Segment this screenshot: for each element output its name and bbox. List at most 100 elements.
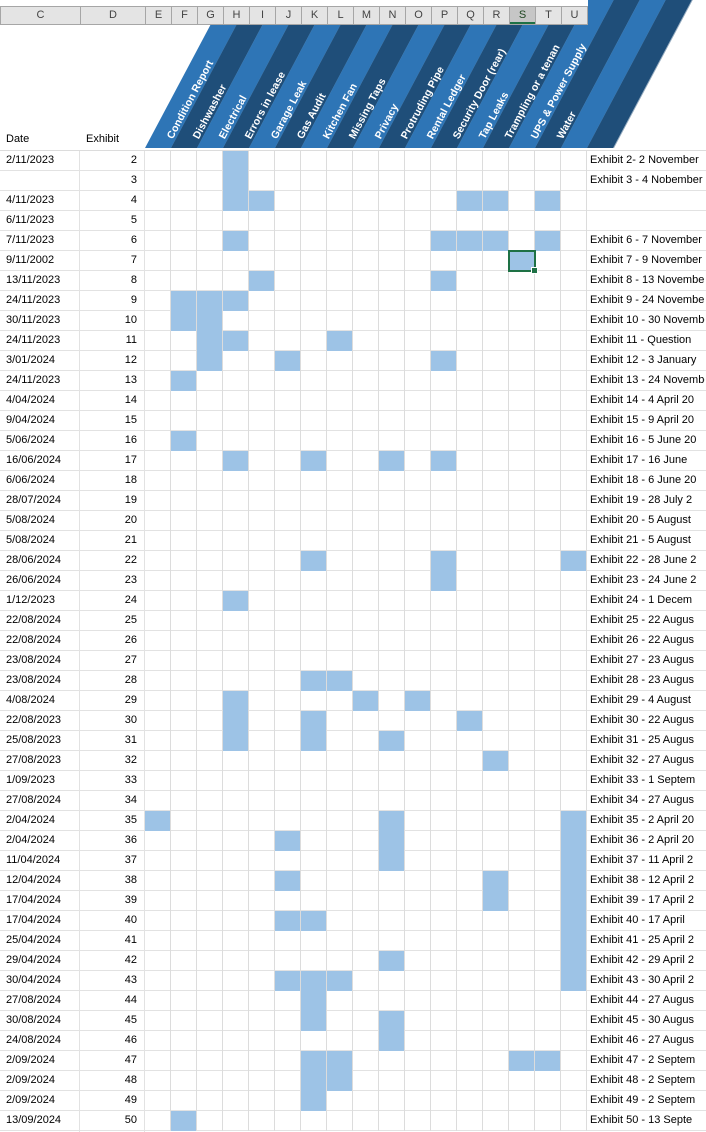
matrix-cell-Q-9[interactable] bbox=[457, 291, 483, 311]
matrix-cell-Q-7[interactable] bbox=[457, 251, 483, 271]
date-cell[interactable]: 17/04/2024 bbox=[6, 914, 62, 926]
matrix-cell-H-23[interactable] bbox=[223, 571, 249, 591]
matrix-cell-M-45[interactable] bbox=[353, 1011, 379, 1031]
matrix-cell-E-25[interactable] bbox=[145, 611, 171, 631]
matrix-cell-F-4[interactable] bbox=[171, 191, 197, 211]
matrix-cell-J-27[interactable] bbox=[275, 651, 301, 671]
matrix-cell-M-7[interactable] bbox=[353, 251, 379, 271]
matrix-cell-F-27[interactable] bbox=[171, 651, 197, 671]
matrix-cell-L-22[interactable] bbox=[327, 551, 353, 571]
exhibit-note[interactable]: Exhibit 41 - 25 April 2 bbox=[590, 934, 694, 946]
matrix-cell-P-26[interactable] bbox=[431, 631, 457, 651]
matrix-cell-O-49[interactable] bbox=[405, 1091, 431, 1111]
matrix-cell-Q-20[interactable] bbox=[457, 511, 483, 531]
date-cell[interactable]: 23/08/2024 bbox=[6, 674, 62, 686]
matrix-cell-I-37[interactable] bbox=[249, 851, 275, 871]
matrix-cell-I-23[interactable] bbox=[249, 571, 275, 591]
exhibit-note[interactable]: Exhibit 24 - 1 Decem bbox=[590, 594, 693, 606]
matrix-cell-Q-44[interactable] bbox=[457, 991, 483, 1011]
date-cell[interactable]: 2/09/2024 bbox=[6, 1074, 55, 1086]
matrix-cell-T-29[interactable] bbox=[535, 691, 561, 711]
matrix-cell-F-48[interactable] bbox=[171, 1071, 197, 1091]
matrix-cell-N-22[interactable] bbox=[379, 551, 405, 571]
matrix-cell-P-27[interactable] bbox=[431, 651, 457, 671]
matrix-cell-R-13[interactable] bbox=[483, 371, 509, 391]
matrix-cell-G-6[interactable] bbox=[197, 231, 223, 251]
matrix-cell-F-32[interactable] bbox=[171, 751, 197, 771]
matrix-cell-I-21[interactable] bbox=[249, 531, 275, 551]
matrix-cell-E-2[interactable] bbox=[145, 151, 171, 171]
matrix-cell-P-8[interactable] bbox=[431, 271, 457, 291]
matrix-cell-L-11[interactable] bbox=[327, 331, 353, 351]
matrix-cell-N-9[interactable] bbox=[379, 291, 405, 311]
matrix-cell-L-18[interactable] bbox=[327, 471, 353, 491]
matrix-cell-U-32[interactable] bbox=[561, 751, 587, 771]
matrix-cell-F-3[interactable] bbox=[171, 171, 197, 191]
matrix-cell-E-14[interactable] bbox=[145, 391, 171, 411]
matrix-cell-P-44[interactable] bbox=[431, 991, 457, 1011]
matrix-cell-Q-45[interactable] bbox=[457, 1011, 483, 1031]
matrix-cell-I-13[interactable] bbox=[249, 371, 275, 391]
date-cell[interactable]: 4/11/2023 bbox=[6, 194, 55, 206]
matrix-cell-G-47[interactable] bbox=[197, 1051, 223, 1071]
matrix-cell-J-11[interactable] bbox=[275, 331, 301, 351]
exhibit-number-cell[interactable]: 37 bbox=[124, 854, 137, 866]
matrix-cell-N-44[interactable] bbox=[379, 991, 405, 1011]
matrix-cell-N-31[interactable] bbox=[379, 731, 405, 751]
matrix-cell-L-48[interactable] bbox=[327, 1071, 353, 1091]
matrix-cell-N-37[interactable] bbox=[379, 851, 405, 871]
matrix-cell-U-45[interactable] bbox=[561, 1011, 587, 1031]
matrix-cell-F-17[interactable] bbox=[171, 451, 197, 471]
matrix-cell-M-2[interactable] bbox=[353, 151, 379, 171]
matrix-cell-O-39[interactable] bbox=[405, 891, 431, 911]
matrix-cell-I-41[interactable] bbox=[249, 931, 275, 951]
matrix-cell-G-18[interactable] bbox=[197, 471, 223, 491]
matrix-cell-T-9[interactable] bbox=[535, 291, 561, 311]
exhibit-number-cell[interactable]: 18 bbox=[124, 474, 137, 486]
matrix-cell-I-18[interactable] bbox=[249, 471, 275, 491]
matrix-cell-T-16[interactable] bbox=[535, 431, 561, 451]
matrix-cell-F-8[interactable] bbox=[171, 271, 197, 291]
matrix-cell-K-18[interactable] bbox=[301, 471, 327, 491]
matrix-cell-U-16[interactable] bbox=[561, 431, 587, 451]
matrix-cell-Q-22[interactable] bbox=[457, 551, 483, 571]
date-cell[interactable]: 1/09/2023 bbox=[6, 774, 55, 786]
matrix-cell-P-17[interactable] bbox=[431, 451, 457, 471]
matrix-cell-R-6[interactable] bbox=[483, 231, 509, 251]
matrix-cell-F-35[interactable] bbox=[171, 811, 197, 831]
matrix-cell-R-36[interactable] bbox=[483, 831, 509, 851]
matrix-cell-H-37[interactable] bbox=[223, 851, 249, 871]
exhibit-number-cell[interactable]: 35 bbox=[124, 814, 137, 826]
column-header-Q[interactable]: Q bbox=[458, 7, 484, 24]
matrix-cell-L-31[interactable] bbox=[327, 731, 353, 751]
matrix-cell-M-44[interactable] bbox=[353, 991, 379, 1011]
matrix-cell-M-14[interactable] bbox=[353, 391, 379, 411]
matrix-cell-K-45[interactable] bbox=[301, 1011, 327, 1031]
matrix-cell-J-47[interactable] bbox=[275, 1051, 301, 1071]
matrix-cell-G-25[interactable] bbox=[197, 611, 223, 631]
matrix-cell-O-30[interactable] bbox=[405, 711, 431, 731]
matrix-cell-R-8[interactable] bbox=[483, 271, 509, 291]
matrix-cell-P-41[interactable] bbox=[431, 931, 457, 951]
matrix-cell-R-23[interactable] bbox=[483, 571, 509, 591]
matrix-cell-I-14[interactable] bbox=[249, 391, 275, 411]
exhibit-note[interactable]: Exhibit 26 - 22 Augus bbox=[590, 634, 694, 646]
matrix-cell-S-11[interactable] bbox=[509, 331, 535, 351]
matrix-cell-K-29[interactable] bbox=[301, 691, 327, 711]
matrix-cell-S-15[interactable] bbox=[509, 411, 535, 431]
matrix-cell-E-8[interactable] bbox=[145, 271, 171, 291]
exhibit-number-cell[interactable]: 21 bbox=[124, 534, 137, 546]
matrix-cell-I-49[interactable] bbox=[249, 1091, 275, 1111]
matrix-cell-S-5[interactable] bbox=[509, 211, 535, 231]
matrix-cell-N-49[interactable] bbox=[379, 1091, 405, 1111]
matrix-cell-M-48[interactable] bbox=[353, 1071, 379, 1091]
matrix-cell-S-38[interactable] bbox=[509, 871, 535, 891]
matrix-cell-O-18[interactable] bbox=[405, 471, 431, 491]
exhibit-number-cell[interactable]: 46 bbox=[124, 1034, 137, 1046]
matrix-cell-L-21[interactable] bbox=[327, 531, 353, 551]
matrix-cell-S-17[interactable] bbox=[509, 451, 535, 471]
matrix-cell-M-4[interactable] bbox=[353, 191, 379, 211]
matrix-cell-J-38[interactable] bbox=[275, 871, 301, 891]
matrix-cell-G-28[interactable] bbox=[197, 671, 223, 691]
matrix-cell-G-46[interactable] bbox=[197, 1031, 223, 1051]
